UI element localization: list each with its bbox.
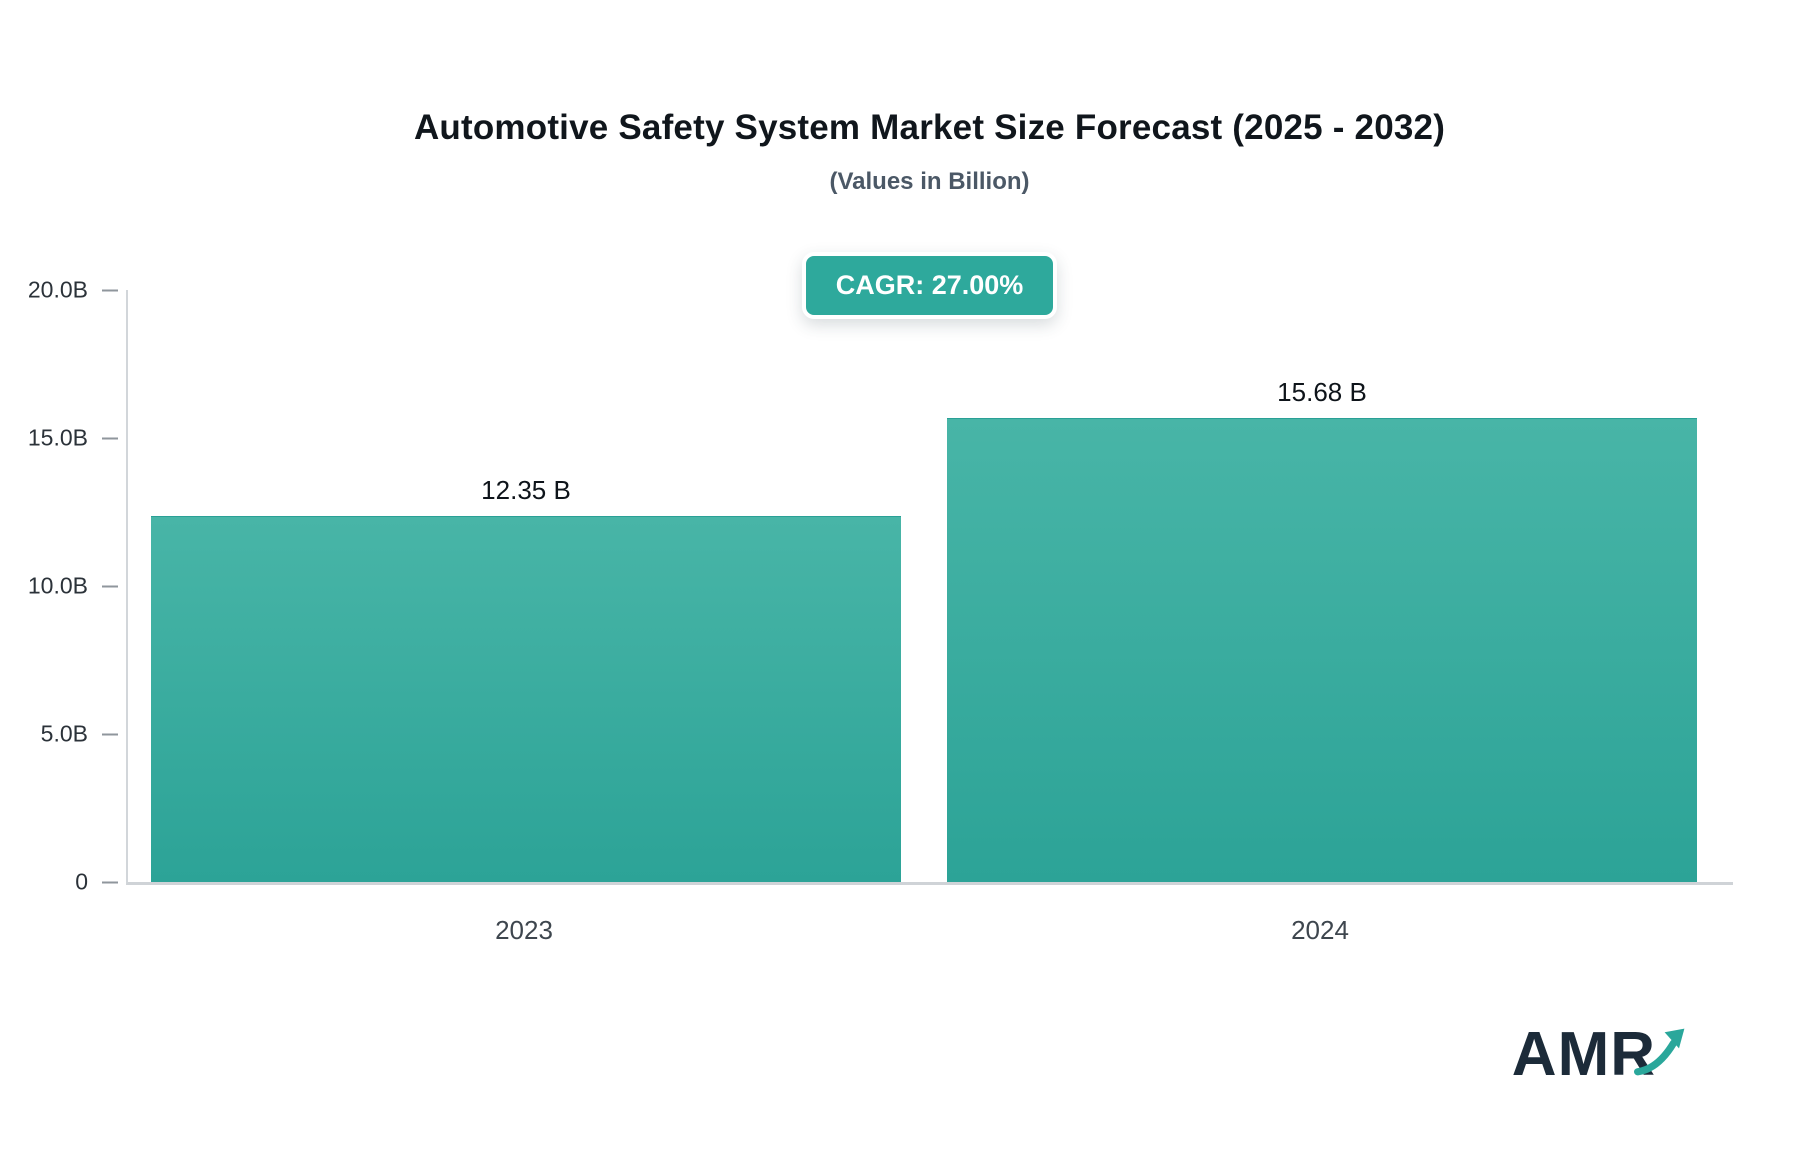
bar-2024: 15.68 B — [947, 377, 1697, 882]
y-tick-mark — [102, 881, 118, 883]
y-tick-mark — [102, 733, 118, 735]
plot-area: 20.0B 15.0B 10.0B 5.0B 0 12.35 B 15.68 B — [28, 277, 1733, 895]
cagr-badge-wrap: CAGR: 27.00% — [126, 252, 1733, 319]
y-tick-label: 0 — [75, 868, 88, 895]
bar-2023: 12.35 B — [151, 475, 901, 882]
y-tick: 20.0B — [16, 277, 128, 304]
y-tick: 0 — [16, 869, 128, 896]
y-tick-mark — [102, 585, 118, 587]
y-tick: 5.0B — [16, 721, 128, 748]
y-tick: 10.0B — [16, 573, 128, 600]
trend-up-arrow-icon — [1634, 1025, 1688, 1084]
y-tick: 15.0B — [16, 425, 128, 452]
amr-logo: AMR — [1512, 1024, 1688, 1086]
x-axis-label-2024: 2024 — [1291, 915, 1349, 945]
y-tick-label: 15.0B — [27, 424, 88, 451]
y-tick-mark — [102, 289, 118, 291]
y-tick-label: 5.0B — [40, 720, 88, 747]
bar-value-label-2023: 12.35 B — [481, 475, 571, 506]
bar-value-label-2024: 15.68 B — [1277, 376, 1367, 407]
y-tick-label: 20.0B — [27, 276, 88, 303]
chart-subtitle: (Values in Billion) — [829, 168, 1030, 195]
y-tick-mark — [102, 437, 118, 439]
y-tick-label: 10.0B — [27, 572, 88, 599]
amr-logo-text: AMR — [1511, 1020, 1656, 1089]
chart-title: Automotive Safety System Market Size For… — [413, 108, 1446, 147]
x-axis-label-2023: 2023 — [495, 915, 553, 945]
cagr-badge: CAGR: 27.00% — [801, 252, 1058, 319]
